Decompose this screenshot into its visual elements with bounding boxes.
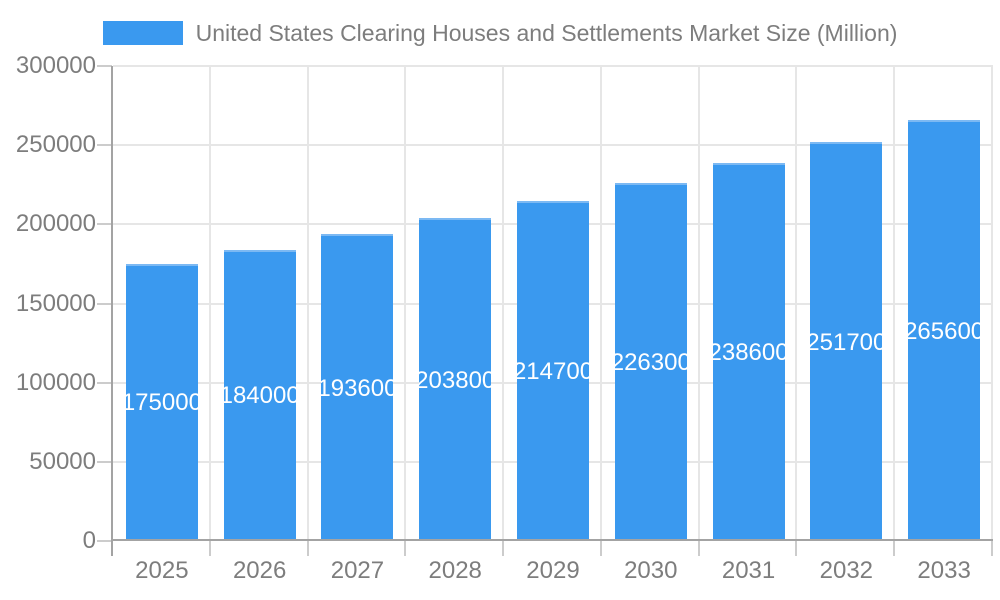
legend-swatch	[102, 21, 183, 45]
x-tick-label: 2032	[819, 557, 874, 584]
y-tick-label: 100000	[15, 368, 96, 396]
bar: 203800	[419, 218, 492, 541]
bar-value-label: 214700	[517, 358, 589, 386]
x-tick-label: 2025	[135, 557, 189, 584]
x-tick-label: 2033	[917, 557, 971, 584]
y-axis-tick	[97, 65, 112, 67]
v-gridline	[698, 66, 700, 541]
y-tick-label: 0	[82, 527, 96, 554]
plot-area: 175000 184000 193600 203800 214700 226300 2386…	[113, 65, 993, 541]
x-tick-label: 2030	[624, 557, 678, 584]
bar-value-label: 203800	[419, 366, 491, 394]
bar: 175000	[125, 263, 198, 541]
bar-value-label: 226300	[615, 348, 687, 376]
y-tick-label: 200000	[15, 210, 96, 238]
x-axis-tick	[600, 541, 602, 556]
y-axis-tick	[97, 381, 112, 384]
y-axis-line	[111, 66, 113, 556]
y-axis-tick	[97, 460, 112, 463]
x-tick-label: 2028	[428, 557, 482, 584]
y-tick-label: 50000	[29, 447, 96, 475]
x-axis-tick	[893, 541, 895, 556]
legend-item[interactable]: United States Clearing Houses and Settle…	[0, 20, 1000, 46]
bar: 251700	[810, 142, 883, 541]
x-axis-tick	[502, 541, 504, 556]
y-tick-label: 250000	[15, 131, 96, 159]
bar: 238600	[712, 163, 785, 541]
y-tick-label: 150000	[15, 289, 96, 317]
v-gridline	[502, 66, 504, 541]
v-gridline	[307, 66, 309, 541]
x-tick-label: 2027	[330, 557, 385, 584]
y-tick-label: 300000	[15, 52, 96, 79]
v-gridline	[795, 66, 797, 541]
x-axis-tick	[209, 541, 211, 556]
x-axis-tick	[698, 541, 700, 556]
v-gridline	[600, 66, 602, 541]
bar-value-label: 251700	[810, 328, 882, 356]
bar: 214700	[517, 201, 589, 541]
bar: 265600	[908, 120, 981, 541]
bar-value-label: 193600	[321, 374, 393, 402]
h-gridline	[113, 65, 993, 67]
bar: 184000	[223, 249, 296, 541]
x-axis-tick	[991, 541, 993, 556]
v-gridline	[209, 66, 211, 541]
v-gridline	[404, 66, 406, 541]
bar-value-label: 184000	[224, 382, 296, 410]
bar: 226300	[614, 182, 687, 541]
legend-label: United States Clearing Houses and Settle…	[195, 20, 898, 46]
v-gridline	[991, 66, 993, 541]
x-axis-tick	[795, 541, 797, 556]
x-tick-label: 2031	[721, 557, 776, 584]
y-axis-tick	[97, 540, 112, 542]
x-axis-tick	[404, 541, 406, 556]
y-axis-tick	[97, 302, 112, 305]
bar-value-label: 175000	[126, 389, 198, 417]
bar: 193600	[321, 234, 394, 541]
x-axis-line	[111, 539, 993, 541]
y-axis-tick	[97, 144, 112, 147]
bar-value-label: 265600	[908, 317, 980, 345]
bar-value-label: 238600	[713, 339, 785, 367]
x-tick-label: 2026	[232, 557, 287, 584]
y-axis-tick	[97, 223, 112, 226]
x-axis-tick	[307, 541, 309, 556]
h-gridline	[113, 144, 993, 147]
x-tick-label: 2029	[526, 557, 580, 584]
v-gridline	[893, 66, 895, 541]
